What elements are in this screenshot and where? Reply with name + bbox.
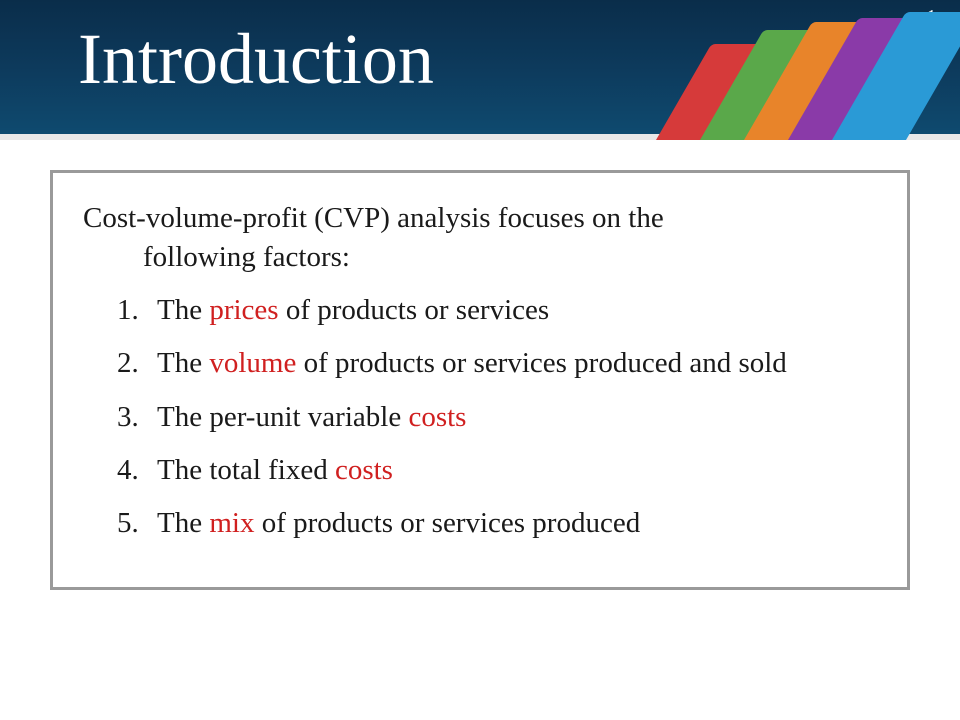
text-run: The per-unit variable (157, 401, 408, 433)
color-tabs (656, 10, 916, 140)
text-run: The total fixed (157, 454, 335, 486)
text-run: The (157, 347, 209, 379)
slide-header: 1 Introduction (0, 0, 960, 140)
intro-text: Cost-volume-profit (CVP) analysis focuse… (83, 199, 877, 277)
content-box: Cost-volume-profit (CVP) analysis focuse… (50, 170, 910, 590)
intro-pre: Cost-volume-profit (CVP) analysis focuse… (83, 202, 664, 234)
text-run: The (157, 507, 209, 539)
highlight-term: mix (209, 507, 254, 539)
text-run: of products or services produced (254, 507, 640, 539)
highlight-term: costs (408, 401, 466, 433)
factor-item: The volume of products or services produ… (117, 344, 877, 383)
content-area: Cost-volume-profit (CVP) analysis focuse… (0, 140, 960, 610)
intro-post: following factors: (89, 238, 877, 277)
text-run: of products or services produced and sol… (296, 347, 786, 379)
text-run: of products or services (279, 294, 550, 326)
factor-item: The per-unit variable costs (117, 398, 877, 437)
factor-item: The mix of products or services produced (117, 504, 877, 543)
factor-item: The prices of products or services (117, 291, 877, 330)
highlight-term: costs (335, 454, 393, 486)
slide-title: Introduction (78, 18, 434, 101)
text-run: The (157, 294, 209, 326)
factors-list: The prices of products or servicesThe vo… (83, 291, 877, 543)
highlight-term: volume (209, 347, 296, 379)
highlight-term: prices (209, 294, 278, 326)
factor-item: The total fixed costs (117, 451, 877, 490)
